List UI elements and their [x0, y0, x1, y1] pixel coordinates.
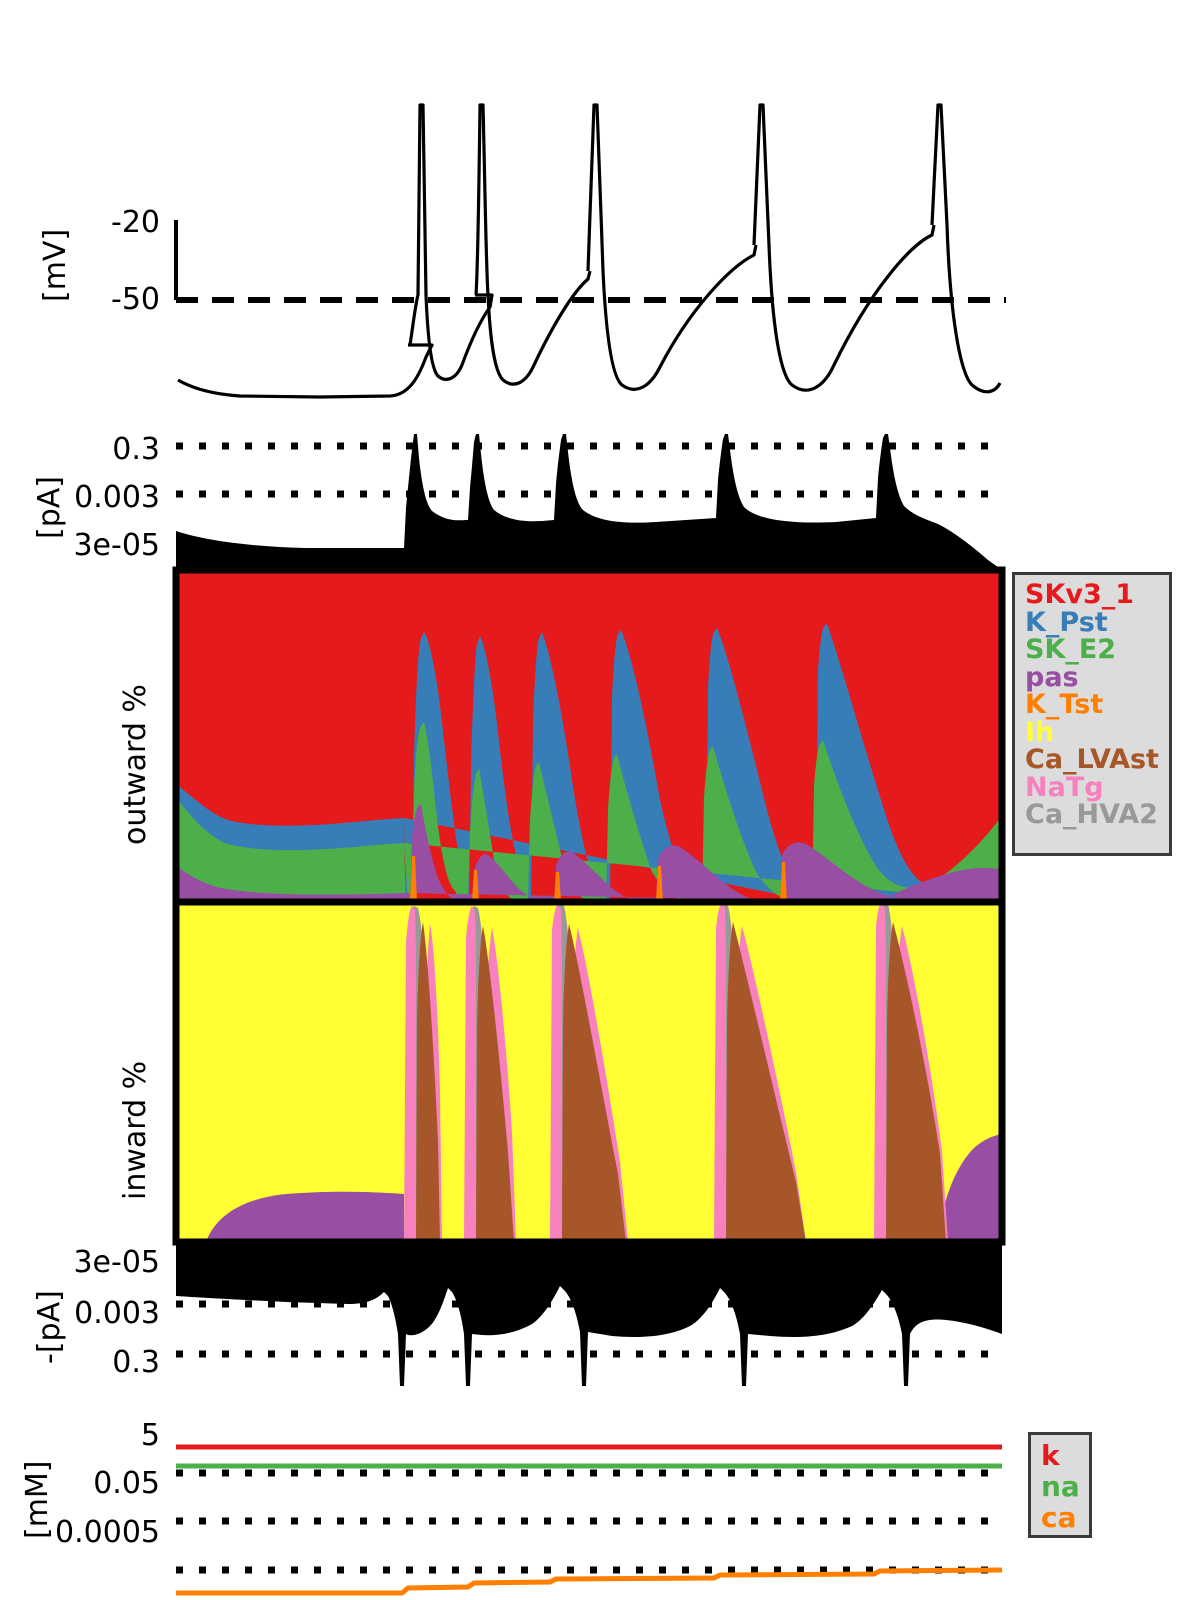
- voltage-trace: [177, 103, 1002, 399]
- inward-current-fill: [176, 1242, 1002, 1386]
- inward-percent-panel: [172, 898, 1006, 1246]
- legend-item-pas: pas: [1025, 661, 1079, 693]
- legend-item-skv3_1: SKv3_1: [1025, 579, 1135, 610]
- concentration-ytick-0: 5: [140, 1418, 160, 1453]
- legend-item-ca: ca: [1041, 1500, 1077, 1534]
- area-sk_e2: [176, 798, 406, 902]
- voltage-ytick-0: -20: [111, 205, 160, 240]
- legend-item-sk_e2: SK_E2: [1025, 634, 1117, 666]
- area-pas-inward-right: [938, 1134, 1002, 1242]
- legend-item-ih: Ih: [1025, 716, 1055, 748]
- channel-legend: SKv3_1 K_Pst SK_E2 pas K_Tst Ih Ca_LVAst…: [1012, 572, 1172, 856]
- concentration-ytick-2: 0.0005: [55, 1515, 160, 1550]
- outward-current-ytick-2: 3e-05: [73, 528, 160, 563]
- inward-current-panel: [176, 1242, 1002, 1386]
- area-pas: [176, 866, 406, 902]
- legend-item-ca_lvast: Ca_LVAst: [1025, 744, 1159, 776]
- area-pas-spikes: [404, 804, 1002, 902]
- legend-item-ca_hva2: Ca_HVA2: [1025, 799, 1158, 831]
- ion-legend: k na ca: [1028, 1432, 1092, 1538]
- voltage-panel: [174, 103, 1006, 399]
- concentration-ytick-1: 0.05: [93, 1466, 160, 1501]
- concentration-panel: [176, 1444, 1003, 1596]
- area-sk_e2-spikes: [404, 722, 1002, 902]
- area-pas-inward: [206, 1191, 404, 1242]
- area-k_tst: [410, 856, 787, 902]
- outward-current-ytick-1: 0.003: [74, 480, 160, 515]
- outward-current-fill: [176, 434, 1002, 570]
- inward-current-ytick-2: 0.3: [112, 1345, 160, 1380]
- legend-item-k_tst: K_Tst: [1025, 689, 1104, 721]
- inward-current-ytick-0: 3e-05: [73, 1245, 160, 1280]
- conc-trace-ca: [176, 1567, 1003, 1596]
- outward-current-panel: [176, 434, 1002, 570]
- outward-current-ytick-0: 0.3: [112, 432, 160, 467]
- inward-current-ytick-1: 0.003: [74, 1296, 160, 1331]
- legend-item-natg: NaTg: [1025, 771, 1104, 803]
- legend-item-k: k: [1041, 1439, 1060, 1472]
- outward-percent-panel: [172, 566, 1006, 906]
- outward-percent-ylabel: outward %: [118, 684, 153, 846]
- legend-item-k_pst: K_Pst: [1025, 606, 1108, 638]
- inward-percent-ylabel: inward %: [118, 1060, 153, 1200]
- voltage-ytick-1: -50: [111, 282, 160, 317]
- area-ca_lvast: [416, 922, 946, 1242]
- legend-item-na: na: [1041, 1469, 1080, 1503]
